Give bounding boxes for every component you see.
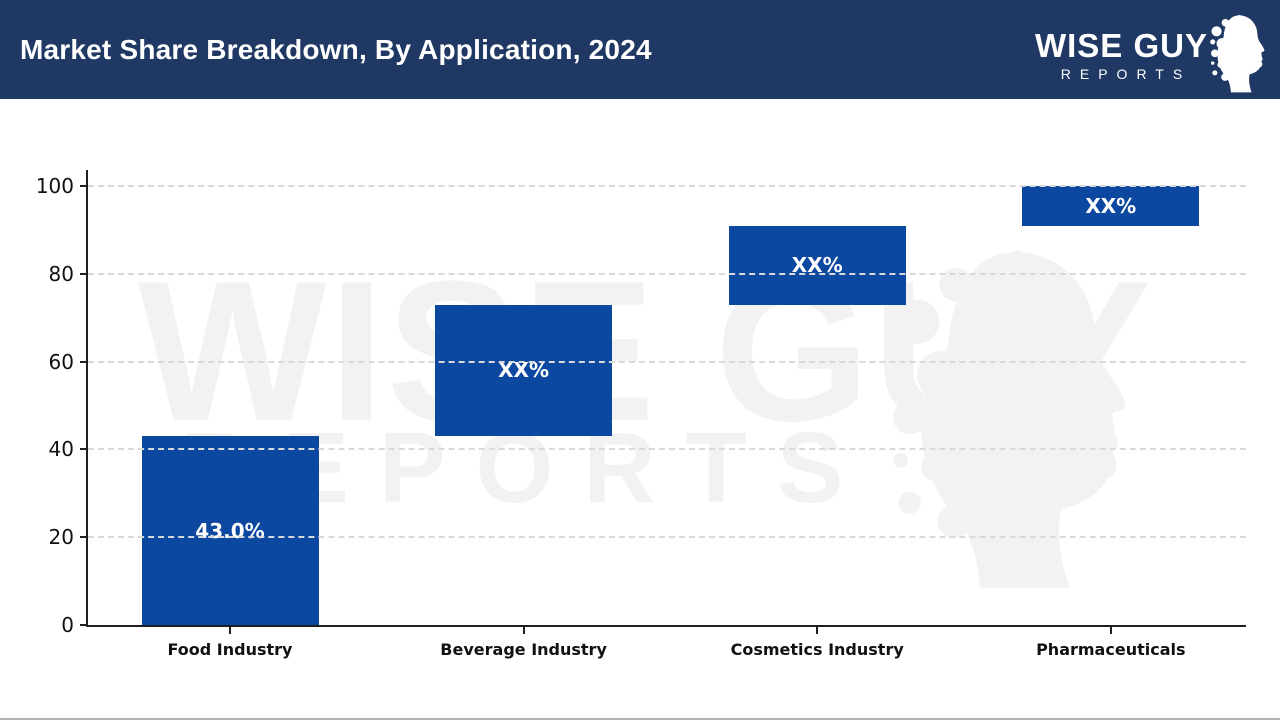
y-tick-label: 20 [48,525,74,550]
y-tick-mark [80,624,88,626]
bar: XX% [435,304,613,437]
y-tick-label: 0 [61,613,74,637]
bar-value-label: XX% [1085,193,1137,218]
x-axis-line [86,625,1246,627]
logo-head-icon [1210,14,1265,93]
y-tick-label: 40 [48,437,74,462]
grid-line [88,185,1246,187]
y-tick-label: 100 [35,174,74,198]
y-tick-label: 80 [48,261,74,286]
y-tick-mark [80,536,88,539]
grid-line [88,360,1246,363]
y-tick-mark [80,272,88,275]
y-tick-label: 60 [48,349,74,374]
x-tick-mark [522,627,525,634]
bar-value-label: 43.0% [195,518,265,543]
logo-brand-name: WISE GUY [1034,27,1208,65]
y-axis-line [86,170,88,627]
x-category-label: Cosmetics Industry [730,640,904,659]
logo-reports-label: REPORTS [1060,65,1192,82]
bar: XX% [728,225,906,305]
logo-text: WISE GUY REPORTS [1035,29,1208,82]
chart-header: Market Share Breakdown, By Application, … [0,0,1280,99]
x-tick-mark [229,627,231,634]
x-category-label: Pharmaceuticals [1036,640,1186,659]
page-title: Market Share Breakdown, By Application, … [20,33,652,65]
y-tick-mark [80,448,88,451]
grid-line [88,536,1246,539]
x-category-label: Food Industry [167,640,293,659]
grid-line [88,448,1246,451]
bar: XX% [1022,186,1200,226]
x-category-label: Beverage Industry [440,640,607,659]
grid-line [88,272,1246,275]
bar: 43.0% [141,436,319,625]
y-tick-mark [80,360,88,363]
y-tick-mark [80,185,88,187]
x-tick-mark [816,627,819,634]
x-tick-mark [1109,627,1112,634]
wise-guy-reports-logo: WISE GUY REPORTS [1035,10,1270,95]
